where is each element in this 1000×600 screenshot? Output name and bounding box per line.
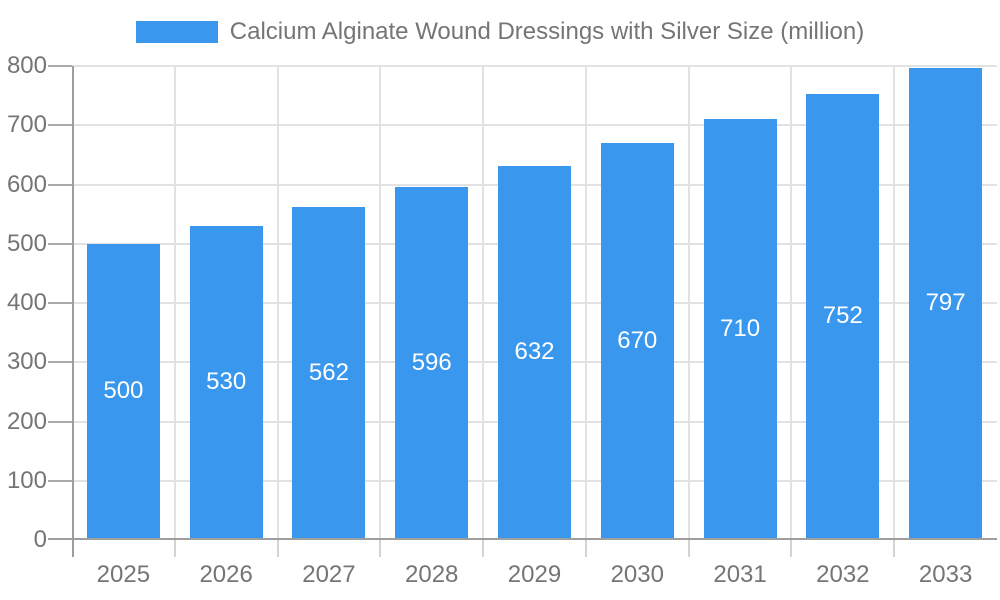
gridline-horizontal xyxy=(72,65,997,67)
bar-2032[interactable]: 752 xyxy=(806,94,880,538)
gridline-vertical xyxy=(482,66,485,538)
bar-value-label: 797 xyxy=(925,289,966,316)
bar-value-label: 670 xyxy=(617,326,658,354)
gridline-vertical xyxy=(790,66,793,538)
x-axis-tick xyxy=(790,540,793,557)
y-axis-tick xyxy=(48,183,72,186)
bar-2026[interactable]: 530 xyxy=(189,226,263,538)
bar-value-label: 500 xyxy=(103,377,144,404)
y-axis-tick xyxy=(48,242,72,245)
y-axis-label: 600 xyxy=(6,170,47,198)
bar-value-label: 562 xyxy=(308,358,349,386)
bar-2033[interactable]: 797 xyxy=(909,68,983,538)
gridline-vertical xyxy=(379,66,382,538)
y-axis-label: 500 xyxy=(6,229,47,257)
y-axis-label: 800 xyxy=(6,52,47,79)
bar-value-label: 710 xyxy=(720,314,761,342)
y-axis-label: 300 xyxy=(6,348,47,376)
x-axis-label-2032: 2032 xyxy=(816,561,870,588)
bar-2028[interactable]: 596 xyxy=(395,187,469,538)
x-axis-tick xyxy=(584,540,587,557)
legend: Calcium Alginate Wound Dressings with Si… xyxy=(0,18,1000,46)
x-axis-label-2028: 2028 xyxy=(405,561,459,588)
bar-value-label: 596 xyxy=(411,348,452,376)
bar-2029[interactable]: 632 xyxy=(498,166,571,538)
bar-value-label: 632 xyxy=(514,338,555,365)
bar-2030[interactable]: 670 xyxy=(600,143,674,538)
bar-value-label: 752 xyxy=(822,302,863,329)
x-axis-tick xyxy=(173,540,176,557)
y-axis-tick xyxy=(48,479,72,482)
gridline-vertical xyxy=(276,66,279,538)
y-axis-line xyxy=(72,66,74,557)
y-axis-label: 400 xyxy=(6,289,47,316)
x-axis-label-2030: 2030 xyxy=(610,561,664,588)
legend-label: Calcium Alginate Wound Dressings with Si… xyxy=(229,18,865,45)
plot-area: 500 530 562 596 632 670 710 752 797 xyxy=(48,65,997,557)
x-axis-label-2025: 2025 xyxy=(96,561,151,588)
x-axis-label-2027: 2027 xyxy=(302,561,356,588)
gridline-vertical xyxy=(584,66,587,538)
y-axis-tick xyxy=(48,65,72,67)
x-axis-tick xyxy=(276,540,279,557)
bar-value-label: 530 xyxy=(206,368,247,395)
x-axis-tick xyxy=(379,540,382,557)
y-axis-tick xyxy=(48,124,72,127)
x-axis-label-2033: 2033 xyxy=(918,561,973,588)
y-axis-label: 700 xyxy=(6,111,47,139)
legend-item[interactable]: Calcium Alginate Wound Dressings with Si… xyxy=(135,18,865,46)
y-axis-label: 100 xyxy=(6,466,47,494)
bar-2027[interactable]: 562 xyxy=(292,207,366,538)
y-axis-tick xyxy=(48,361,72,364)
x-axis-tick xyxy=(482,540,485,557)
x-axis-tick xyxy=(893,540,896,557)
gridline-vertical xyxy=(893,66,896,538)
gridline-horizontal xyxy=(72,124,997,127)
y-axis-tick xyxy=(48,302,72,304)
bar-2025[interactable]: 500 xyxy=(86,244,160,538)
gridline-vertical xyxy=(687,66,690,538)
bar-2031[interactable]: 710 xyxy=(703,119,777,538)
x-axis-line xyxy=(48,538,997,540)
x-axis-tick xyxy=(687,540,690,557)
y-axis-label: 200 xyxy=(6,407,47,435)
x-axis-label-2026: 2026 xyxy=(199,561,253,588)
legend-swatch-icon xyxy=(135,21,218,43)
y-axis-label: 0 xyxy=(33,526,47,553)
x-axis-label-2031: 2031 xyxy=(713,561,767,588)
gridline-vertical xyxy=(173,66,176,538)
x-axis-label-2029: 2029 xyxy=(507,561,562,588)
y-axis-tick xyxy=(48,420,72,423)
